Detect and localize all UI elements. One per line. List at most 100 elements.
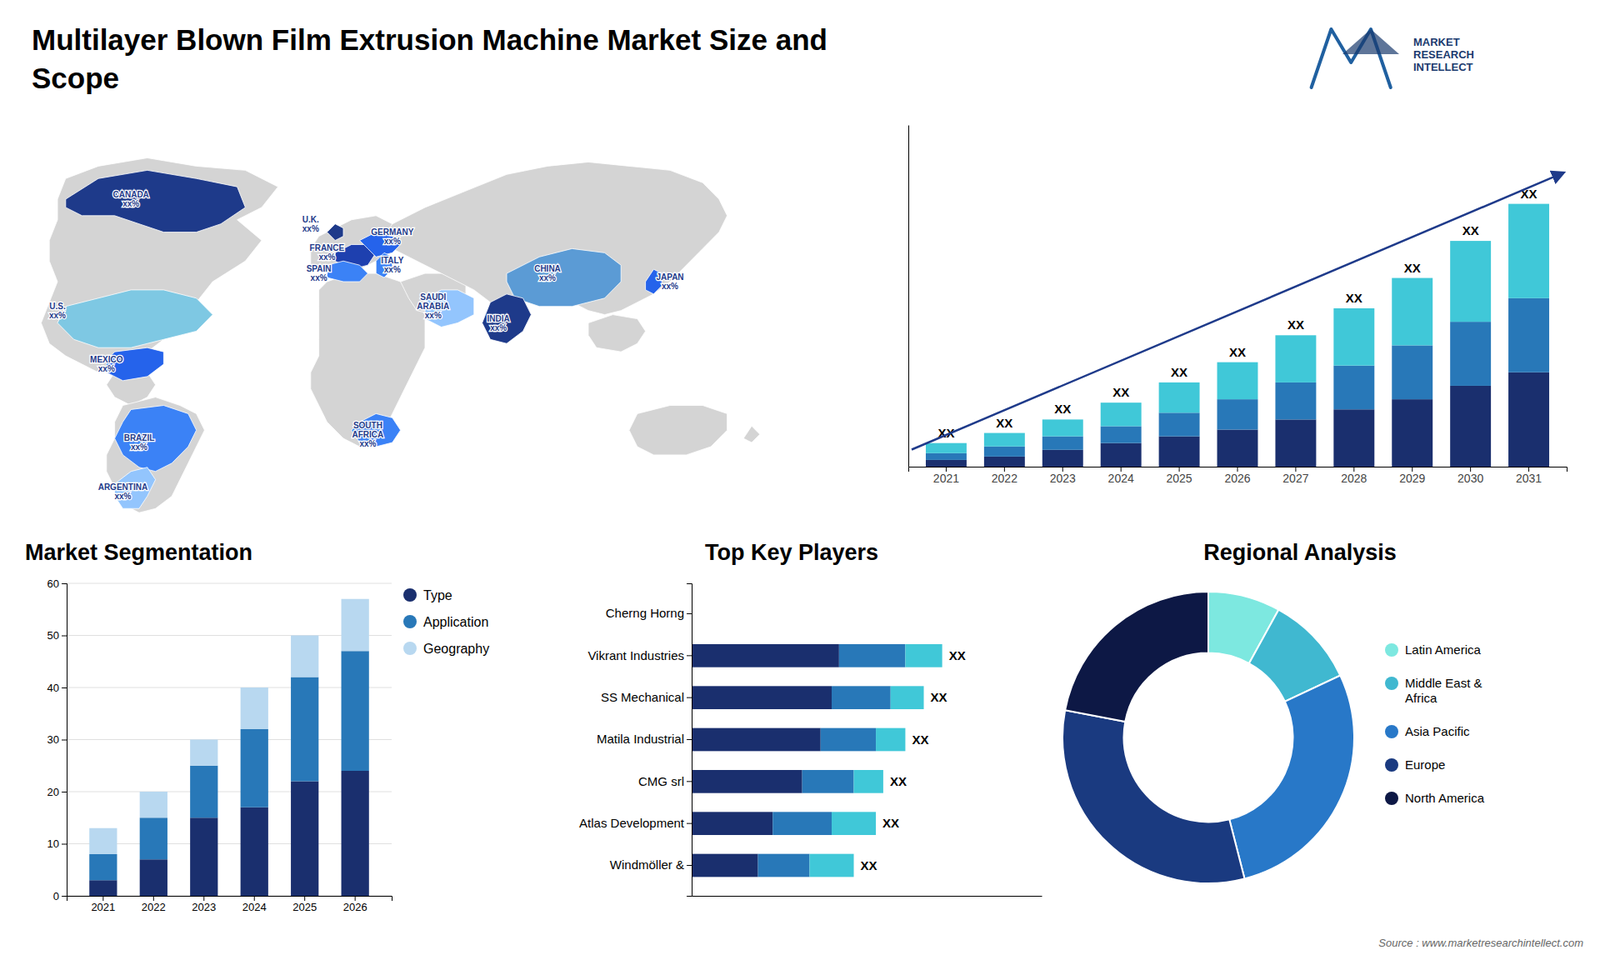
bar-segment xyxy=(1391,399,1433,467)
bar-segment xyxy=(140,817,168,860)
chart-title: Top Key Players xyxy=(705,540,879,565)
y-tick-label: 10 xyxy=(47,837,60,850)
x-tick-label: 2030 xyxy=(1457,471,1484,485)
x-tick-label: 2022 xyxy=(991,471,1018,485)
x-tick-label: 2026 xyxy=(343,900,368,914)
x-tick: 2024 xyxy=(1108,466,1135,485)
continent-shape xyxy=(384,161,728,315)
bar-segment xyxy=(1333,308,1375,366)
country-label: MEXICOxx% xyxy=(90,355,124,374)
y-tick: 10 xyxy=(47,837,67,850)
x-tick: 2022 xyxy=(141,895,166,914)
data-label: XX xyxy=(1054,401,1071,416)
x-tick: 2028 xyxy=(1340,466,1367,485)
text-line: xx% xyxy=(490,323,507,333)
bar-segment xyxy=(1100,443,1142,467)
legend-swatch xyxy=(1385,676,1399,690)
country-label: U.K.xx% xyxy=(302,215,320,234)
text-line: xx% xyxy=(98,364,115,374)
text-line: U.K. xyxy=(302,215,320,225)
chart-title: Regional Analysis xyxy=(1203,540,1397,565)
country-label: U.S.xx% xyxy=(49,301,66,320)
country-label: SOUTHAFRICAxx% xyxy=(352,420,385,449)
bar-segment xyxy=(1042,450,1084,467)
y-tick-mark xyxy=(61,635,67,637)
legend-swatch xyxy=(1385,725,1399,739)
data-label: XX xyxy=(1170,365,1188,380)
bar-segment xyxy=(1217,430,1259,467)
text-line: xx% xyxy=(49,310,66,320)
legend-swatch xyxy=(403,615,417,629)
bar-segment xyxy=(890,685,925,710)
bar-segment xyxy=(190,740,218,766)
country-label: GERMANYxx% xyxy=(370,227,414,246)
bar-segment xyxy=(839,644,906,668)
y-tick: SS Mechanical xyxy=(600,690,692,705)
x-tick-mark xyxy=(355,895,356,901)
bar-segment xyxy=(1450,321,1491,386)
world-map: CANADAxx%U.S.xx%MEXICOxx%BRAZILxx%ARGENT… xyxy=(40,158,760,514)
legend-label: Geography xyxy=(423,641,490,656)
y-tick-label: 0 xyxy=(53,890,60,903)
y-tick-mark xyxy=(686,613,692,615)
bar-segment xyxy=(1391,278,1433,346)
text-line: FRANCE xyxy=(310,243,345,253)
legend-label: Europe xyxy=(1405,757,1445,772)
country-label: SAUDIARABIAxx% xyxy=(416,292,450,320)
bar-segment xyxy=(290,677,319,782)
y-tick: 40 xyxy=(47,681,67,695)
bar-segment xyxy=(691,854,759,878)
y-tick-label: 40 xyxy=(47,681,60,695)
y-tick-mark xyxy=(686,780,692,782)
x-tick: 2026 xyxy=(343,895,368,914)
y-tick-mark xyxy=(686,823,692,825)
bar-segment xyxy=(1217,362,1259,400)
continent-shape xyxy=(310,273,425,447)
bar-segment xyxy=(875,728,905,752)
x-tick: 2021 xyxy=(933,466,960,485)
text-line: xx% xyxy=(310,273,328,283)
x-axis-line xyxy=(692,895,1043,897)
x-axis: 202120222023202420252026 xyxy=(67,895,393,914)
bar-segment xyxy=(854,770,884,794)
text-line: xx% xyxy=(130,442,148,452)
y-tick-label: Cherng Horng xyxy=(605,605,685,620)
bar-segment xyxy=(772,811,832,835)
text-line: Africa xyxy=(1405,690,1438,705)
y-tick: Matila Industrial xyxy=(596,731,692,746)
text-line: MEXICO xyxy=(90,355,124,365)
text-line: INTELLECT xyxy=(1413,60,1474,74)
main-title: Multilayer Blown Film Extrusion Machine … xyxy=(31,23,828,95)
text-line: CHINA xyxy=(534,264,561,274)
text-line: SPAIN xyxy=(306,264,332,274)
x-tick-label: 2021 xyxy=(933,471,960,485)
x-tick-label: 2027 xyxy=(1282,471,1309,485)
text-line: North America xyxy=(1405,790,1485,805)
bar-segment xyxy=(1275,335,1316,383)
x-tick-label: 2029 xyxy=(1399,471,1425,485)
bar-segment xyxy=(1159,382,1200,413)
bar-segment xyxy=(691,728,821,752)
x-tick-mark xyxy=(203,895,205,901)
legend-swatch xyxy=(1385,791,1399,805)
country-shape xyxy=(506,248,621,306)
x-tick: 2022 xyxy=(991,466,1018,485)
y-axis: 0102030405060 xyxy=(47,577,68,903)
bar-segment xyxy=(1275,419,1316,467)
data-label: XX xyxy=(949,648,966,663)
x-tick-label: 2024 xyxy=(242,900,267,914)
y-tick-label: Vikrant Industries xyxy=(587,648,685,663)
country-label: FRANCExx% xyxy=(310,243,345,262)
x-tick-label: 2023 xyxy=(191,900,216,914)
country-shape xyxy=(326,224,344,241)
text-line: MARKET xyxy=(1413,35,1460,49)
continent-shape xyxy=(588,315,646,353)
data-label: XX xyxy=(1112,385,1130,400)
bar-segment xyxy=(341,650,370,771)
bar-segment xyxy=(1042,419,1084,436)
text-line: BRAZIL xyxy=(124,433,155,443)
y-tick-label: SS Mechanical xyxy=(600,690,685,705)
y-axis-line xyxy=(908,125,910,468)
bar-segment xyxy=(1100,402,1142,426)
y-tick-label: 30 xyxy=(47,733,60,746)
